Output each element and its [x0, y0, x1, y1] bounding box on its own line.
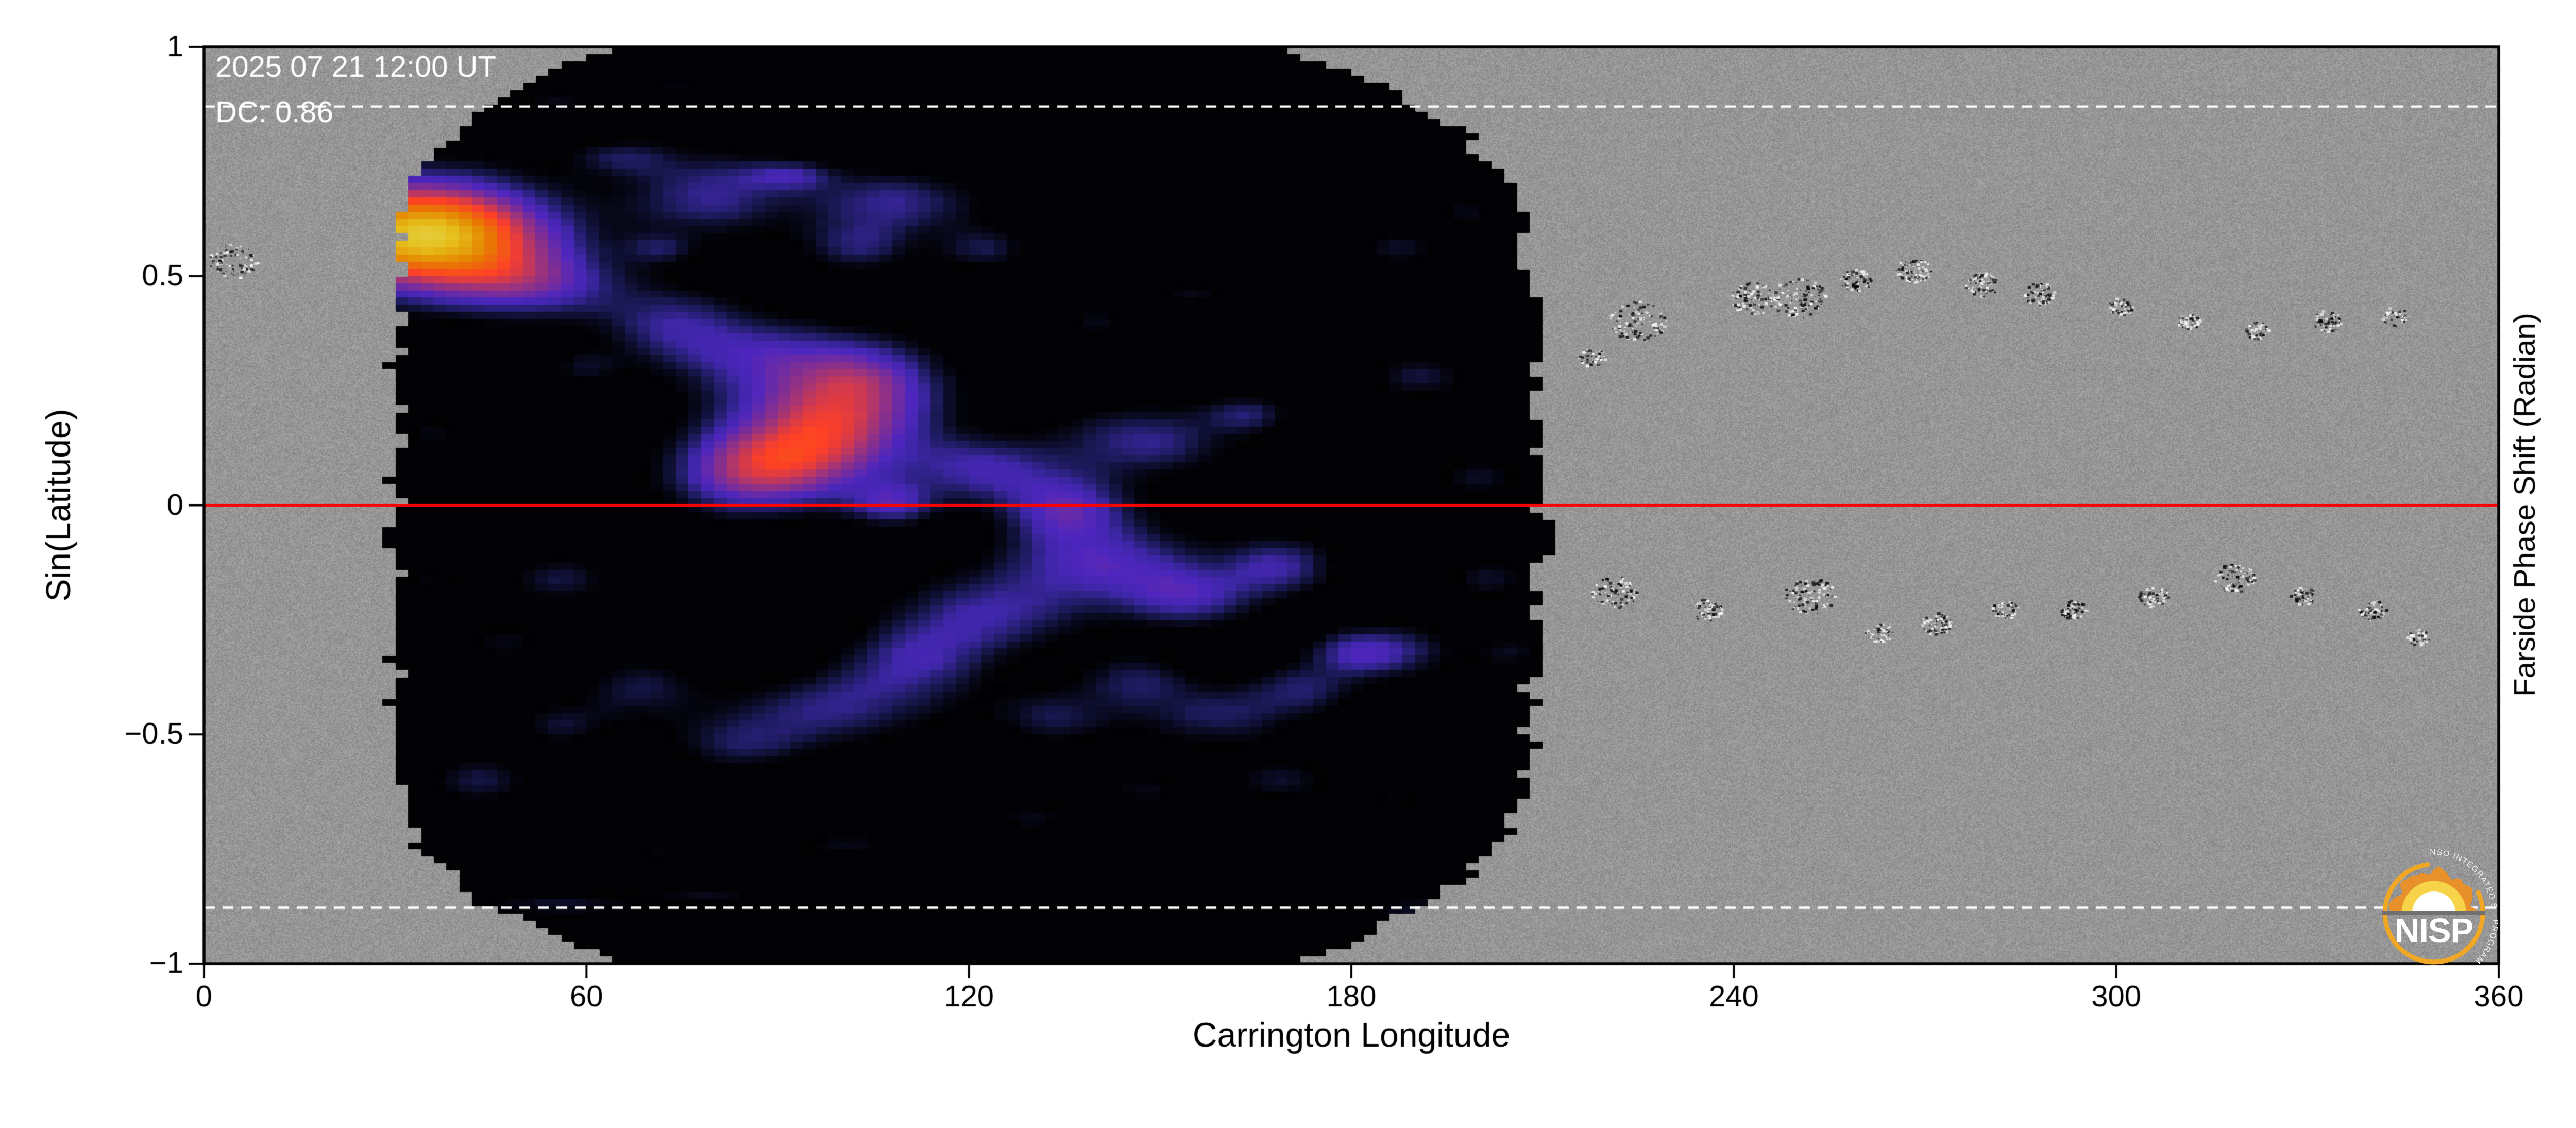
svg-text:NISP: NISP: [2395, 912, 2473, 950]
svg-text:PROGRAM: PROGRAM: [2473, 919, 2498, 966]
